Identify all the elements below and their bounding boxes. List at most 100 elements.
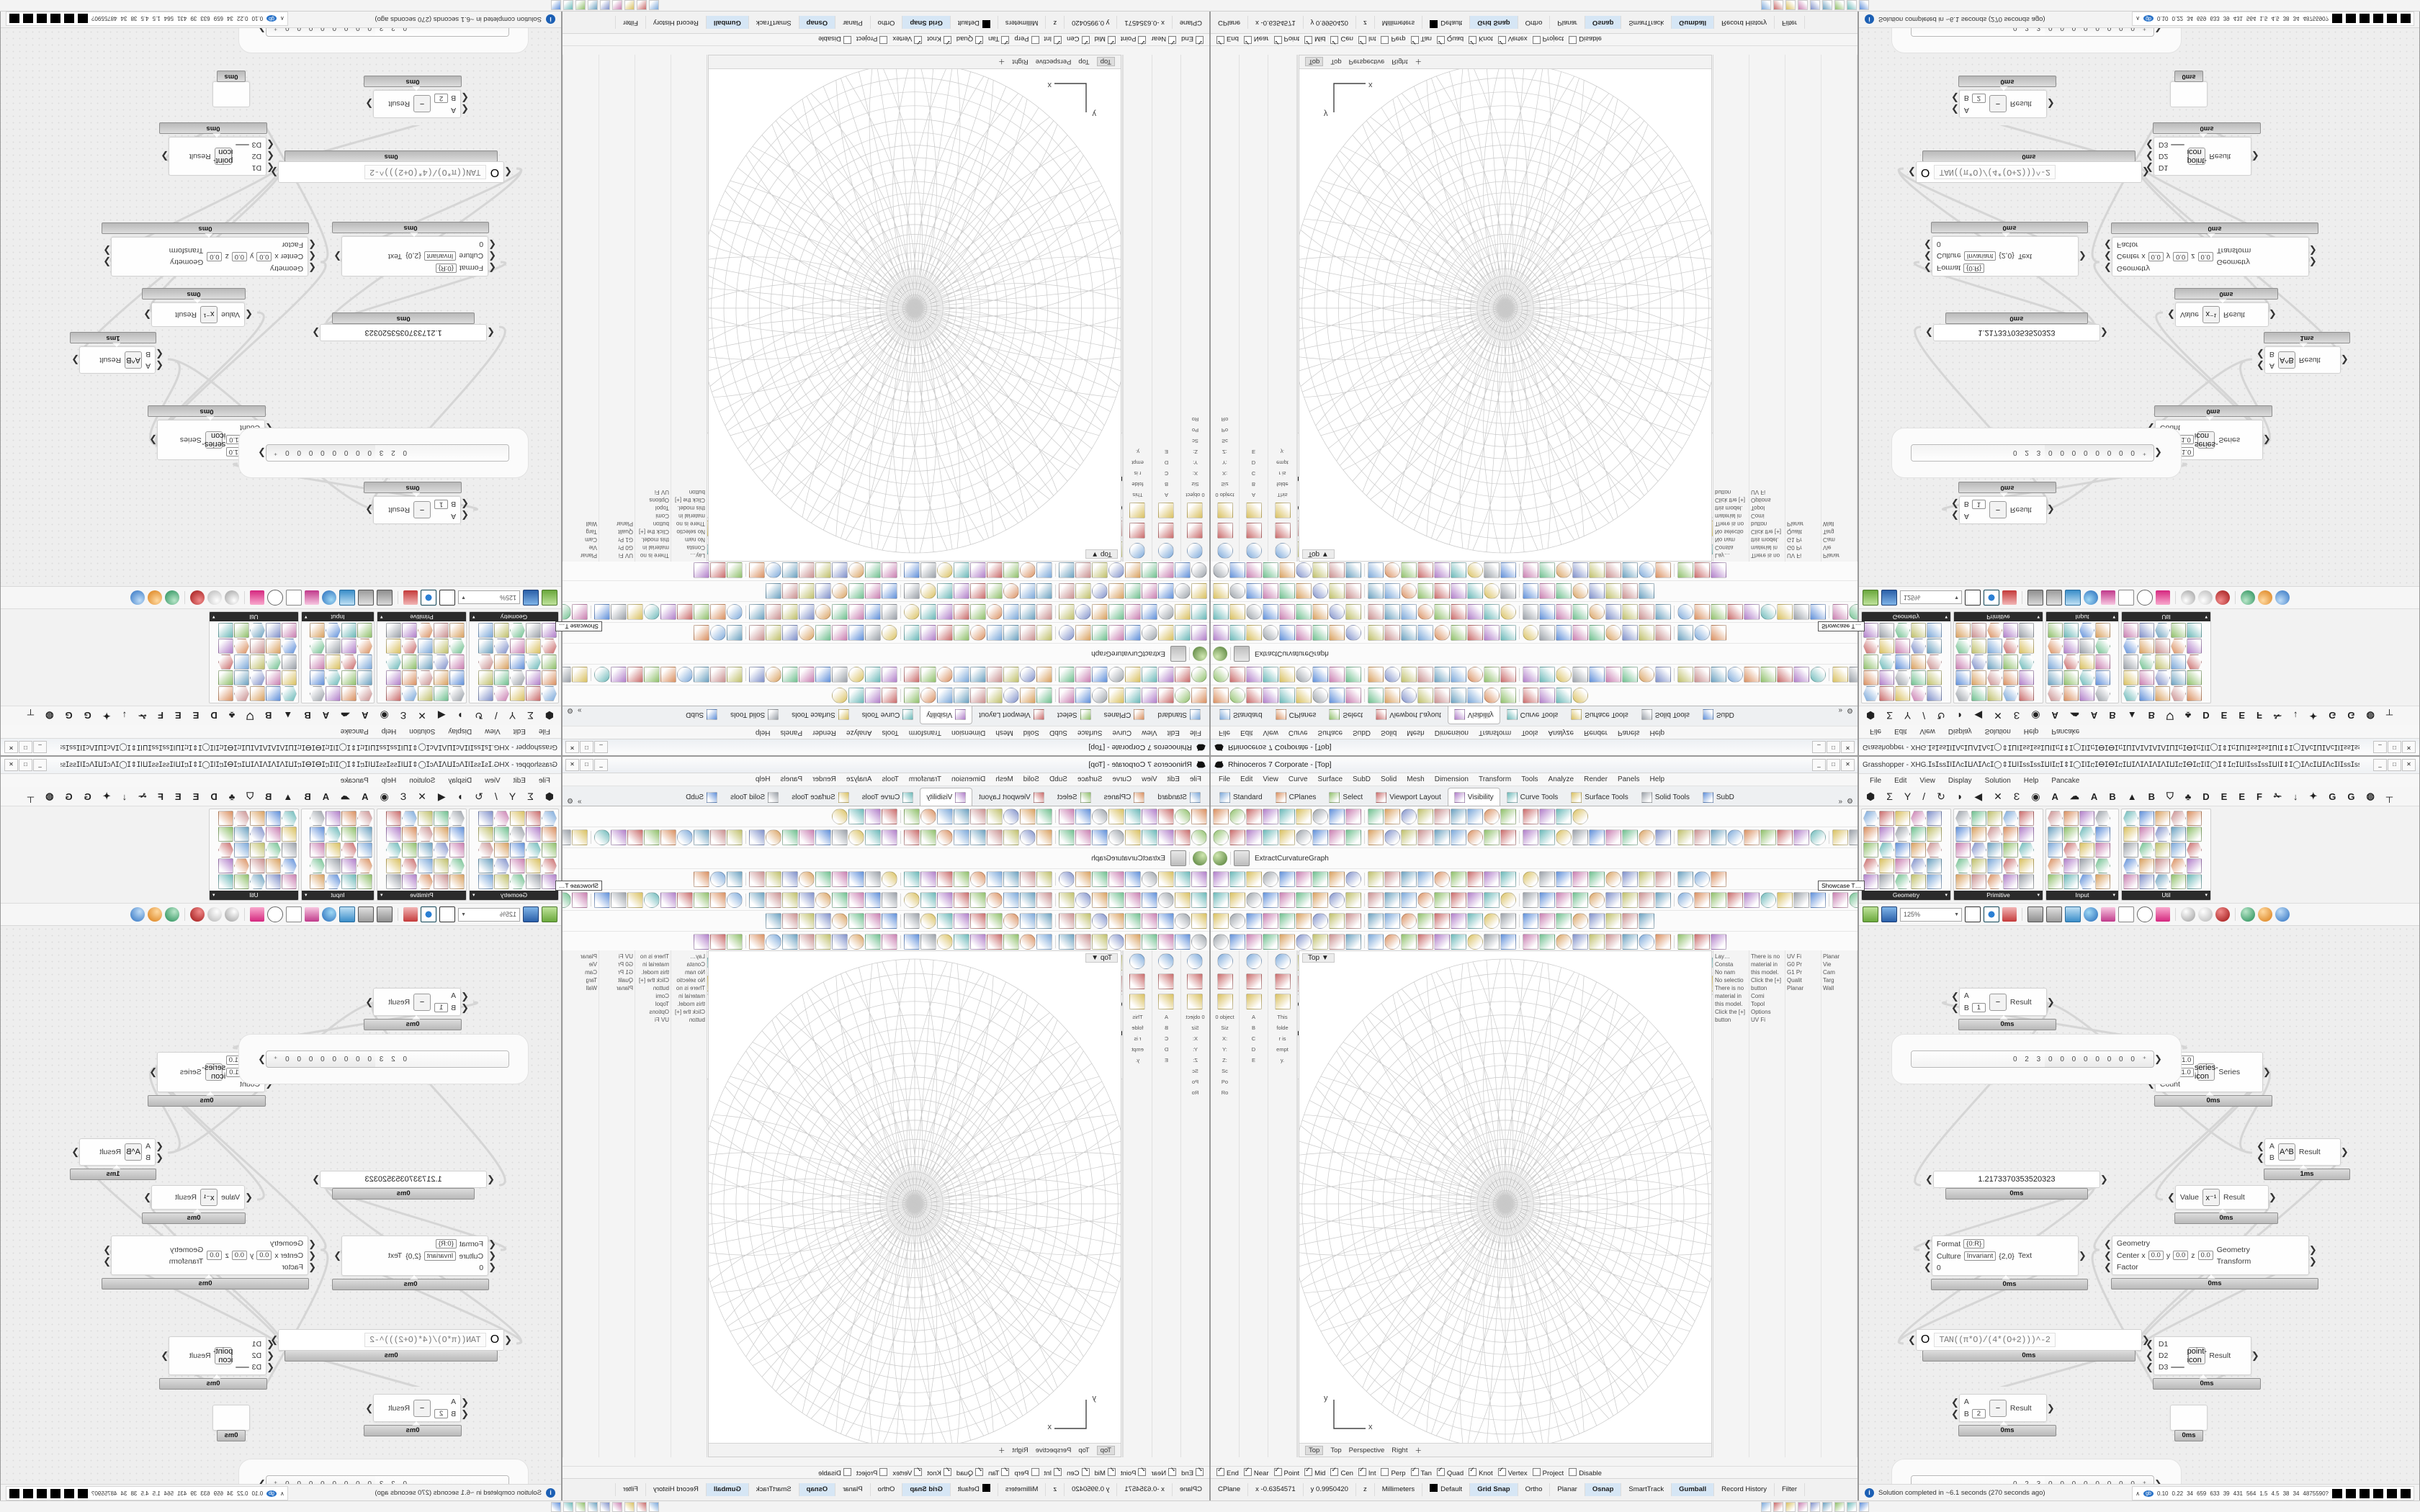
toolbar-icon[interactable] (882, 583, 897, 599)
checkbox-vertex[interactable] (914, 1468, 923, 1476)
number-slider[interactable]: 0 2 3 0 0 0 0 0 0 0 0 ⁺ (1911, 1050, 2154, 1068)
toolbar-icon[interactable] (1158, 688, 1174, 703)
toolbar-icon[interactable] (815, 913, 831, 929)
component-button[interactable] (218, 623, 233, 638)
toolbar-icon[interactable] (1467, 625, 1483, 641)
toolbar-icon[interactable] (1059, 934, 1075, 950)
component-button[interactable] (1927, 670, 1942, 685)
component-button[interactable] (282, 623, 297, 638)
toolbar-icon[interactable] (1451, 667, 1466, 683)
input-port-icon[interactable]: ❮ (266, 1350, 274, 1361)
toolbar-icon[interactable] (1711, 829, 1726, 845)
gh-tab-9[interactable]: ◉ (380, 710, 389, 722)
toolbar-icon[interactable] (1500, 604, 1516, 620)
component-button[interactable] (1863, 623, 1878, 638)
toolbar-icon[interactable] (1020, 688, 1036, 703)
docs-icon[interactable] (600, 1501, 610, 1512)
d3-value-field[interactable] (2171, 144, 2185, 145)
osnap-mid[interactable]: Mid (1095, 1468, 1116, 1477)
rhino-menu-file[interactable]: File (1219, 775, 1231, 783)
component-button[interactable] (2187, 858, 2202, 873)
toolbar-icon[interactable] (1556, 892, 1572, 908)
component-body[interactable]: Value x⁻¹ Result (2174, 1185, 2269, 1210)
render-orange-icon[interactable] (148, 590, 162, 605)
toolbar-icon[interactable] (1075, 604, 1091, 620)
output-port-icon[interactable]: ❯ (365, 505, 374, 516)
input-port-icon[interactable]: ❮ (487, 1174, 495, 1184)
input-port-icon[interactable]: ❮ (1925, 1174, 1933, 1184)
osnap-quad[interactable]: Quad (956, 1468, 984, 1477)
component-button[interactable] (542, 623, 557, 638)
rhino-menu-transform[interactable]: Transform (1478, 775, 1512, 783)
save-icon[interactable] (523, 590, 539, 606)
panel-icon[interactable] (1187, 994, 1204, 1009)
panel-body[interactable]: 1.2173370353520323 (320, 1171, 488, 1188)
toolbar-icon[interactable] (882, 892, 897, 908)
toolbar-icon[interactable] (904, 667, 920, 683)
gh-tab-11[interactable]: ☁ (2069, 791, 2079, 801)
osnap-disable[interactable]: Disable (818, 1468, 851, 1477)
toolbar-icon[interactable] (1760, 892, 1776, 908)
layer-color-swatch[interactable] (1430, 1484, 1438, 1492)
quickbar-caret-icon[interactable]: ∧ (2136, 1490, 2141, 1497)
toolbar-icon[interactable] (1401, 934, 1417, 950)
toolbar-icon[interactable] (848, 583, 864, 599)
terminal-icon[interactable] (1859, 0, 1869, 11)
panel-icon[interactable] (1216, 543, 1233, 559)
toolbar-icon[interactable] (1523, 625, 1538, 641)
osnap-end[interactable]: End (1216, 35, 1239, 44)
component-button[interactable] (266, 811, 281, 826)
component-button[interactable] (341, 842, 357, 858)
osnap-near[interactable]: Near (1152, 1468, 1177, 1477)
rhino-tab-surface-tools[interactable]: Surface Tools (1564, 706, 1634, 724)
component-button[interactable] (2155, 639, 2170, 654)
gh-component-expr-1[interactable]: ❮ O TAN((π*O)/(4*(O+2)))^-2 ❯ 0ms (1908, 1329, 2150, 1362)
toolbar-icon[interactable] (1605, 892, 1621, 908)
gh-tab-4[interactable]: ↻ (1937, 790, 1945, 802)
osnap-near[interactable]: Near (1152, 35, 1177, 44)
component-button[interactable] (478, 654, 493, 670)
center-x-field[interactable]: 0.0 (2148, 252, 2164, 261)
toolbar-icon[interactable] (1744, 667, 1760, 683)
toolbar-icon[interactable] (694, 892, 709, 908)
output-port-icon[interactable]: ❯ (312, 328, 321, 338)
toolbar-icon[interactable] (1279, 934, 1295, 950)
toolbar-icon[interactable] (1036, 892, 1052, 908)
component-body[interactable]: A B A^B Result (79, 346, 156, 374)
curvature-graph-icon[interactable] (1170, 850, 1186, 866)
toolbar-icon[interactable] (594, 892, 610, 908)
toolbar-icon[interactable] (1727, 604, 1743, 620)
rhino-menu-mesh[interactable]: Mesh (1407, 775, 1425, 783)
component-button[interactable] (449, 639, 465, 654)
right-dock-column-1[interactable]: There is no material in this model. Clic… (1749, 55, 1785, 562)
component-button[interactable] (2019, 670, 2034, 685)
toolbar-icon[interactable] (1092, 667, 1108, 683)
component-button[interactable] (1911, 811, 1926, 826)
input-port-icon[interactable]: ❮ (245, 1192, 253, 1202)
toolbar-icon[interactable] (1368, 913, 1384, 929)
component-button[interactable] (2063, 827, 2079, 842)
rhino-tab-solid-tools[interactable]: Solid Tools (724, 706, 785, 724)
panel-icon[interactable] (1129, 523, 1146, 539)
component-button[interactable] (494, 654, 509, 670)
toolbar-icon[interactable] (937, 829, 953, 845)
component-body[interactable]: D1 D2 D3 point-icon Result (169, 1336, 267, 1375)
component-button[interactable] (2003, 623, 2018, 638)
gh-tab-14[interactable]: ▲ (283, 791, 293, 802)
toolbar-icon[interactable] (1279, 829, 1295, 845)
toolbar-icon[interactable] (1020, 829, 1036, 845)
toolbar-icon[interactable] (1020, 871, 1036, 887)
toolbar-icon[interactable] (1384, 688, 1400, 703)
output-port-icon[interactable]: ❯ (2154, 448, 2162, 459)
checkbox-knot[interactable] (943, 1468, 951, 1476)
toolbar-icon[interactable] (1556, 688, 1572, 703)
gh-tab-2[interactable]: Y (1904, 710, 1912, 721)
component-button[interactable] (2139, 842, 2154, 858)
checkbox-cen[interactable] (1081, 1468, 1090, 1476)
toolbar-icon[interactable] (832, 913, 848, 929)
component-button[interactable] (526, 858, 541, 873)
monitor-icon[interactable] (588, 1501, 598, 1512)
firefox-icon[interactable] (1847, 0, 1857, 11)
right-dock-column-1[interactable]: There is no material in this model. Clic… (635, 950, 671, 1457)
